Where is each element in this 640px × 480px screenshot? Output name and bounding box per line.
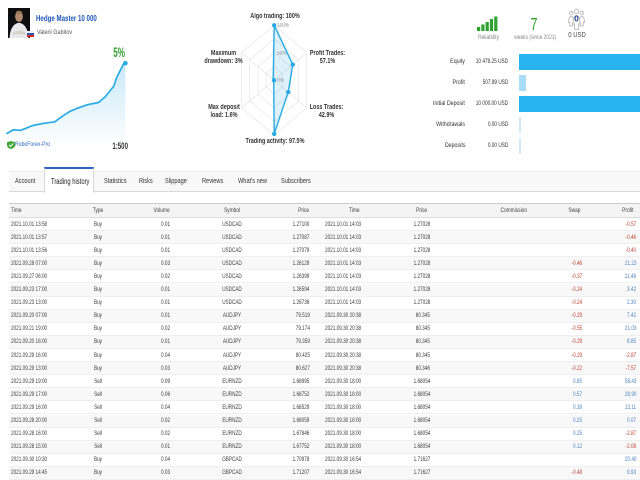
svg-text:0: 0 — [574, 14, 579, 23]
